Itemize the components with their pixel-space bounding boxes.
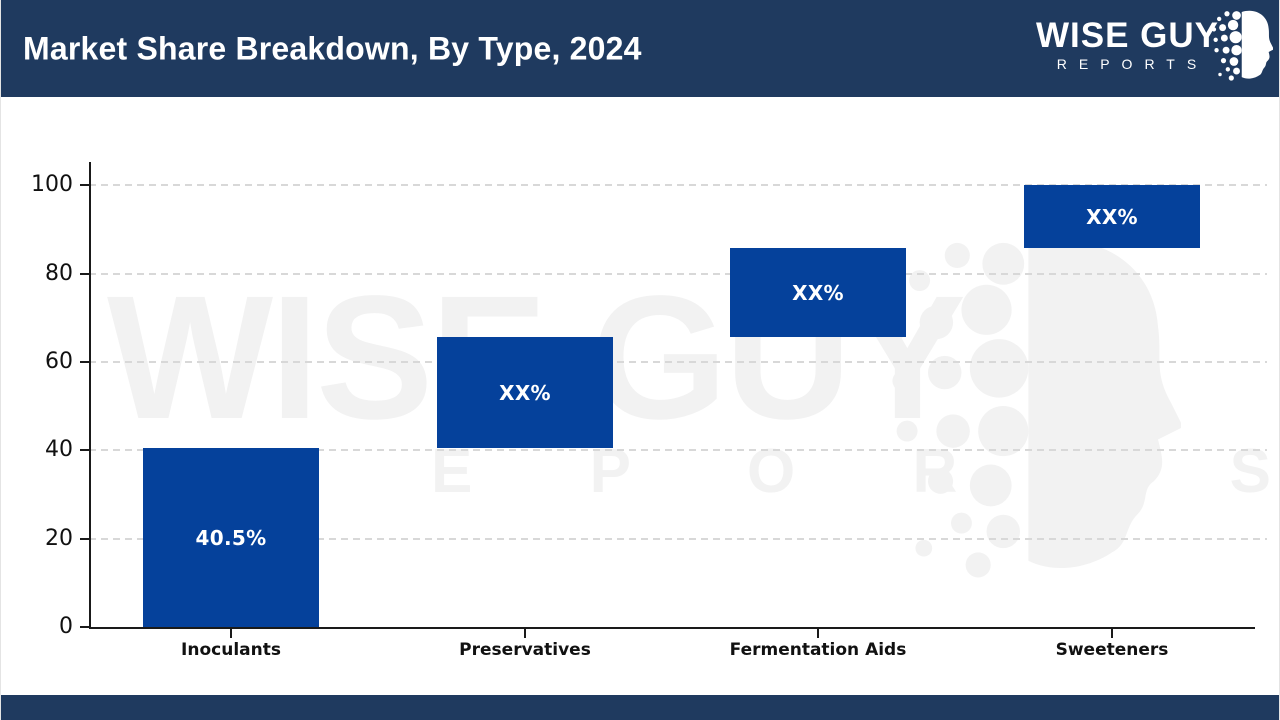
bar-value-label: XX% [1086,204,1138,229]
x-category-label: Inoculants [181,640,281,660]
bar-sweeteners: XX% [1024,185,1200,249]
bar-value-label: XX% [792,280,844,305]
x-tick-mark [1111,629,1113,638]
x-tick-mark [230,629,232,638]
bar-preservatives: XX% [437,337,613,449]
x-tick-mark [524,629,526,638]
brand-logo: WISE GUY REPORTS [1036,5,1273,85]
x-axis-line [89,627,1255,629]
bar-inoculants: 40.5% [143,448,319,627]
header-bar: Market Share Breakdown, By Type, 2024 WI… [1,0,1279,97]
y-tick-mark [80,272,89,275]
y-tick-label: 80 [45,260,73,286]
footer-bar [1,695,1279,720]
gridline-80 [89,272,1267,275]
gridline-60 [89,360,1267,363]
page-title: Market Share Breakdown, By Type, 2024 [23,30,642,66]
y-tick-label: 100 [31,172,73,198]
watermark-head-icon [884,241,1181,578]
y-axis-line [89,162,91,629]
y-tick-label: 60 [45,348,73,374]
x-category-label: Fermentation Aids [729,640,907,660]
y-tick-mark [80,360,89,363]
logo-secondary-text: REPORTS [1056,55,1209,72]
bar-fermentation-aids: XX% [730,248,906,338]
x-category-label: Sweeteners [1055,640,1169,660]
x-tick-mark [817,629,819,638]
bar-value-label: XX% [499,380,551,405]
y-tick-mark [80,537,89,540]
gridline-100 [89,184,1267,187]
gridline-20 [89,537,1267,540]
y-tick-label: 20 [45,525,73,551]
y-tick-mark [80,449,89,452]
logo-head-icon [1211,10,1273,81]
y-tick-label: 40 [45,437,73,463]
y-tick-mark [80,626,89,628]
logo-primary-text: WISE GUY [1035,16,1219,56]
y-tick-mark [80,184,89,187]
bar-value-label: 40.5% [195,525,267,550]
gridline-40 [89,449,1267,452]
y-tick-label: 0 [59,614,73,639]
x-category-label: Preservatives [459,640,591,660]
